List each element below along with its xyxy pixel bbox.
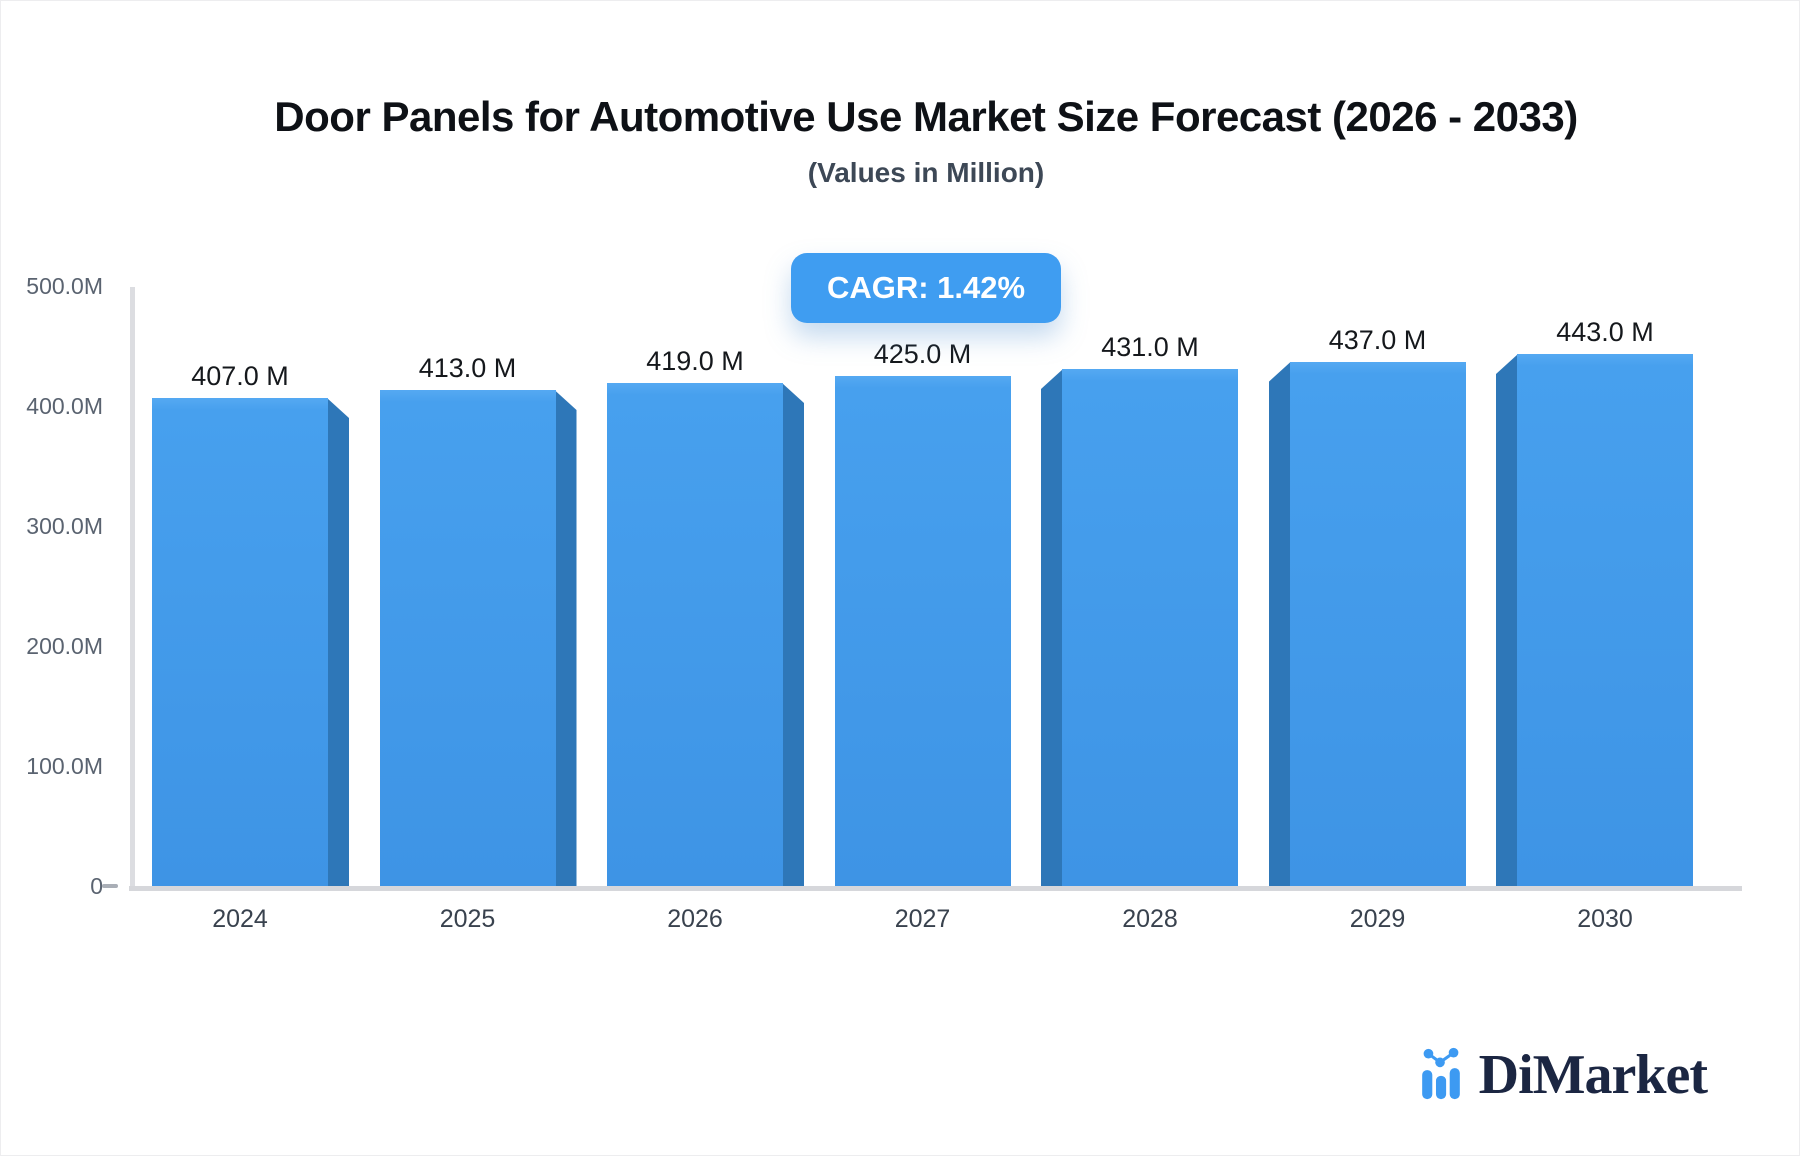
y-axis-line <box>130 287 135 886</box>
chart-title: Door Panels for Automotive Use Market Si… <box>274 93 1578 140</box>
x-axis-label: 2029 <box>1349 905 1406 933</box>
y-axis-tick-label: 200.0M <box>26 633 103 659</box>
y-axis-tick-label: 300.0M <box>26 513 103 539</box>
bar-2029[interactable] <box>1289 362 1466 886</box>
y-axis-tick-label: 400.0M <box>26 393 103 419</box>
bar-value-label: 443.0 M <box>1556 317 1654 347</box>
x-axis-baseline <box>129 886 1742 891</box>
x-axis-label: 2027 <box>894 905 951 933</box>
bar-2024[interactable] <box>152 398 328 886</box>
bar-3d-side <box>1496 354 1518 886</box>
y-axis-zero-tick <box>102 884 118 888</box>
cagr-badge: CAGR: 1.42% <box>791 253 1061 323</box>
x-axis-label: 2024 <box>212 905 268 933</box>
bar-value-label: 413.0 M <box>418 353 517 383</box>
bar-value-label: 407.0 M <box>191 361 289 391</box>
cagr-badge-label: CAGR: 1.42% <box>826 270 1026 305</box>
chart-subtitle: (Values in Million) <box>807 157 1045 188</box>
bar-value-label: 431.0 M <box>1101 332 1199 362</box>
bar-value-label: 425.0 M <box>873 339 972 369</box>
bar-3d-side <box>1268 362 1291 886</box>
bar-2026[interactable] <box>607 383 783 886</box>
bar-value-label: 419.0 M <box>646 346 744 376</box>
y-axis-tick-label: 100.0M <box>26 753 103 779</box>
bar-3d-side <box>782 383 804 886</box>
x-axis-label: 2028 <box>1122 905 1178 933</box>
bar-chart-sparkline-icon <box>1421 1047 1460 1100</box>
brand-logo: DiMarket <box>1417 1044 1708 1106</box>
y-axis-tick-label: 0 <box>90 873 103 899</box>
y-axis-tick-label: 500.0M <box>26 273 103 299</box>
brand-name: DiMarket <box>1478 1044 1708 1106</box>
x-axis-label: 2030 <box>1577 905 1633 933</box>
bar-value-label: 437.0 M <box>1328 325 1427 355</box>
bar-3d-side <box>1041 369 1063 886</box>
bar-2025[interactable] <box>379 390 556 886</box>
bar-3d-side <box>554 390 577 886</box>
x-axis-label: 2026 <box>667 905 723 933</box>
bar-2030[interactable] <box>1517 354 1693 886</box>
bar-3d-side <box>327 398 349 886</box>
bar-2027[interactable] <box>834 376 1011 886</box>
x-axis-label: 2025 <box>439 905 496 933</box>
bar-2028[interactable] <box>1062 369 1238 886</box>
